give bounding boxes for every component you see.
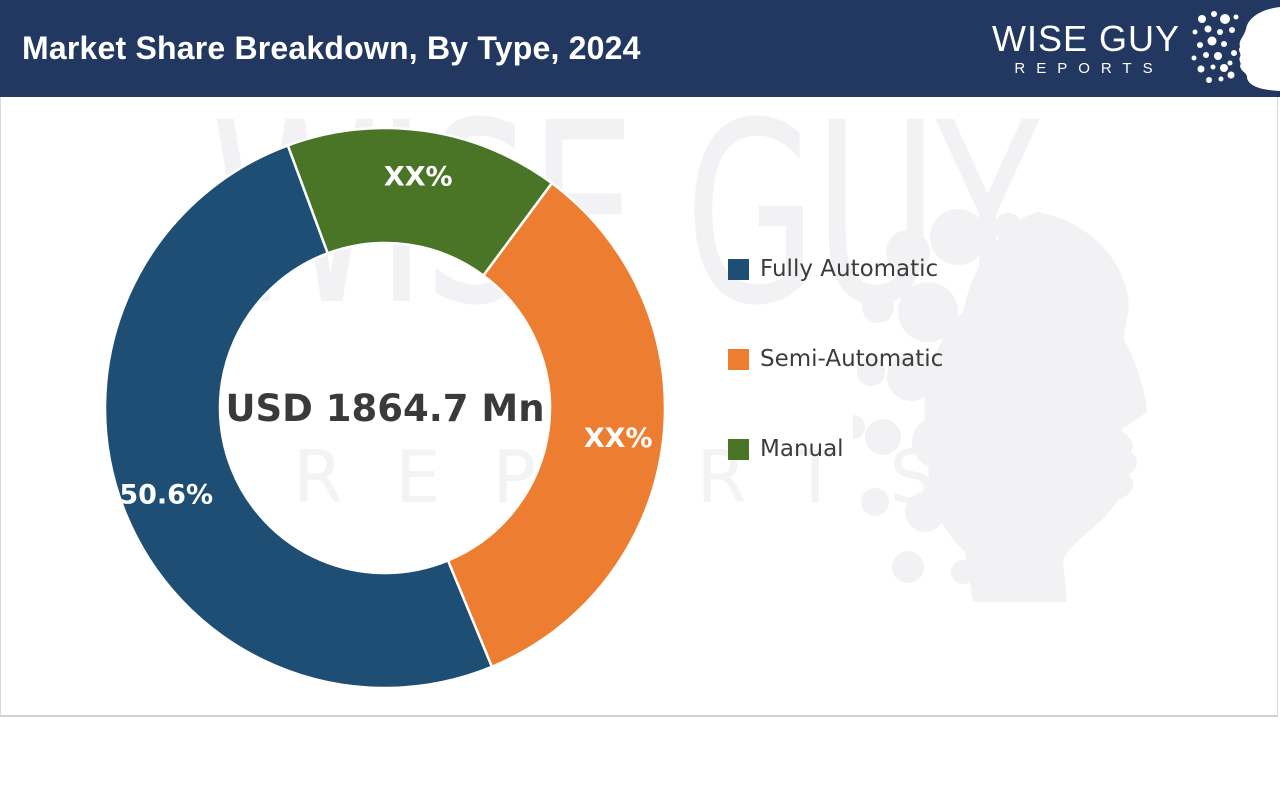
donut-center-value: USD 1864.7 Mn [225,387,544,430]
logo-wordmark: WISE GUY [991,18,1180,59]
legend-swatch-manual [728,438,749,460]
legend-label: Manual [760,436,844,462]
donut-chart: 50.6% XX% XX% USD 1864.7 Mn [103,126,667,690]
wiseguy-logo: WISE GUY REPORTS [992,0,1280,97]
logo-subtitle: REPORTS [1014,60,1164,77]
legend-item-semi-automatic: Semi-Automatic [728,346,943,372]
wiseguy-logo-text: WISE GUY REPORTS [991,18,1180,77]
legend-item-manual: Manual [728,436,943,462]
legend-swatch-semi-automatic [728,348,749,370]
header-bar: Market Share Breakdown, By Type, 2024 WI… [0,0,1280,97]
slice-pct-label: XX% [384,161,453,192]
chart-legend: Fully Automatic Semi-Automatic Manual [728,256,943,526]
page-title: Market Share Breakdown, By Type, 2024 [22,30,641,66]
legend-label: Semi-Automatic [760,346,944,372]
slice-semi-automatic [446,181,667,669]
legend-label: Fully Automatic [760,256,939,282]
slice-fully-automatic [103,144,494,690]
slice-manual [286,126,554,277]
slice-pct-label: 50.6% [119,480,213,511]
head-watermark [853,209,1147,602]
slice-pct-label: XX% [584,423,653,454]
legend-swatch-fully-automatic [728,258,749,280]
legend-item-fully-automatic: Fully Automatic [728,256,943,282]
wiseguy-head-icon [1191,6,1280,91]
